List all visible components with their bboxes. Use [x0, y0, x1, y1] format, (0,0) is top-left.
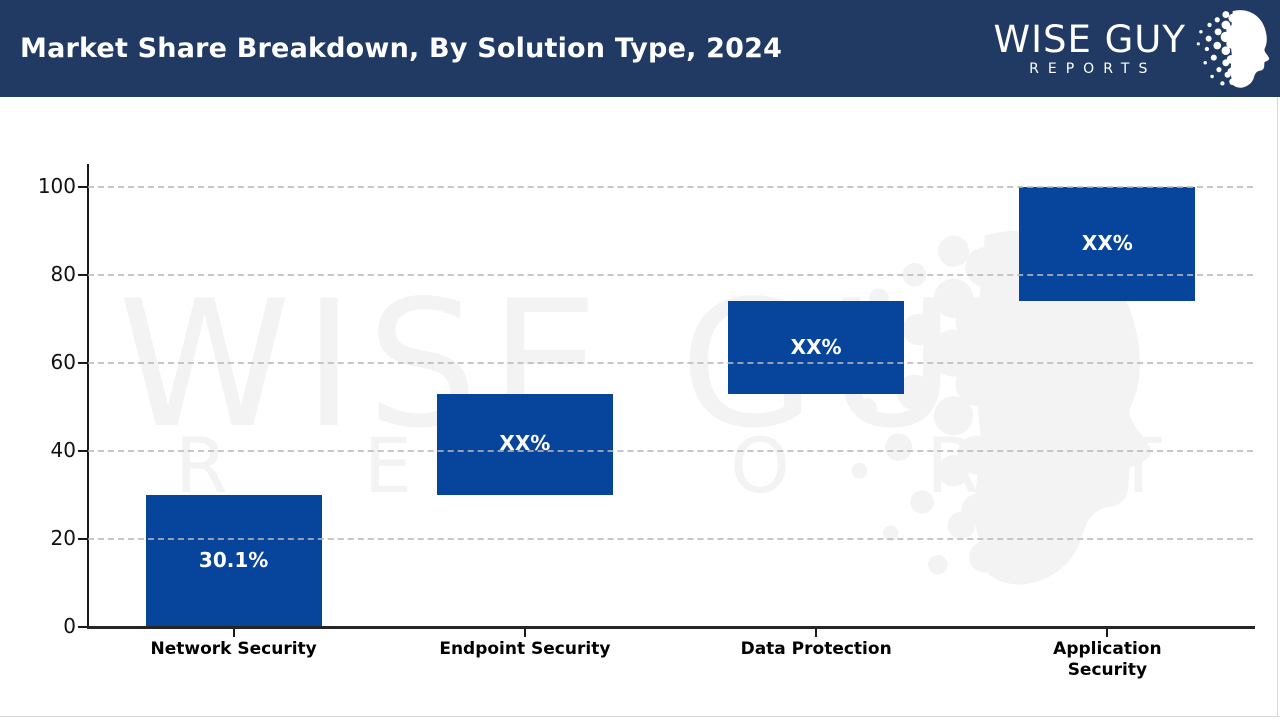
y-tick-label: 60: [50, 350, 76, 374]
x-category-label: Network Security: [150, 639, 317, 659]
gridline-20: [88, 538, 1253, 540]
gridline-80: [88, 274, 1253, 276]
y-tick: [78, 538, 87, 540]
brand-name-text: WISE GUY: [993, 17, 1186, 61]
bar-value-label: XX%: [790, 334, 842, 359]
x-category-label: Application Security: [1053, 639, 1162, 681]
bar-segment: [728, 301, 905, 394]
gridline-100: [88, 186, 1253, 188]
x-category-label: Endpoint Security: [439, 639, 611, 659]
y-tick: [78, 450, 87, 452]
brand-wordmark: WISE GUY REPORTS: [994, 21, 1186, 77]
bar-segment: [436, 393, 613, 495]
y-axis-line: [87, 164, 89, 629]
header-bar: Market Share Breakdown, By Solution Type…: [0, 0, 1280, 97]
y-tick: [78, 626, 87, 628]
y-tick-label: 80: [50, 262, 76, 286]
brand-head-icon: [1188, 6, 1274, 92]
x-tick: [232, 629, 235, 637]
bar-segment: [145, 494, 322, 627]
bar-segment: [1019, 187, 1196, 302]
y-tick: [78, 362, 87, 364]
y-tick-label: 100: [37, 174, 76, 198]
y-tick-label: 40: [50, 438, 76, 462]
page-bottom-border: [0, 716, 1280, 717]
x-category-label: Data Protection: [740, 639, 892, 659]
y-tick: [78, 186, 87, 188]
x-tick: [1106, 629, 1109, 637]
brand-subtitle-text: REPORTS: [1029, 60, 1157, 77]
bar-value-label: 30.1%: [198, 547, 269, 572]
y-tick: [78, 274, 87, 276]
x-tick: [815, 629, 818, 637]
x-tick: [523, 629, 526, 637]
page-right-border: [1277, 97, 1278, 717]
y-tick-label: 0: [63, 614, 76, 638]
y-tick-label: 20: [50, 526, 76, 550]
gridline-60: [88, 362, 1253, 364]
brand-logo: WISE GUY REPORTS: [994, 6, 1274, 92]
page-title: Market Share Breakdown, By Solution Type…: [20, 33, 783, 64]
gridline-40: [88, 450, 1253, 452]
bar-value-label: XX%: [1081, 231, 1133, 256]
x-axis-line: [87, 626, 1255, 629]
